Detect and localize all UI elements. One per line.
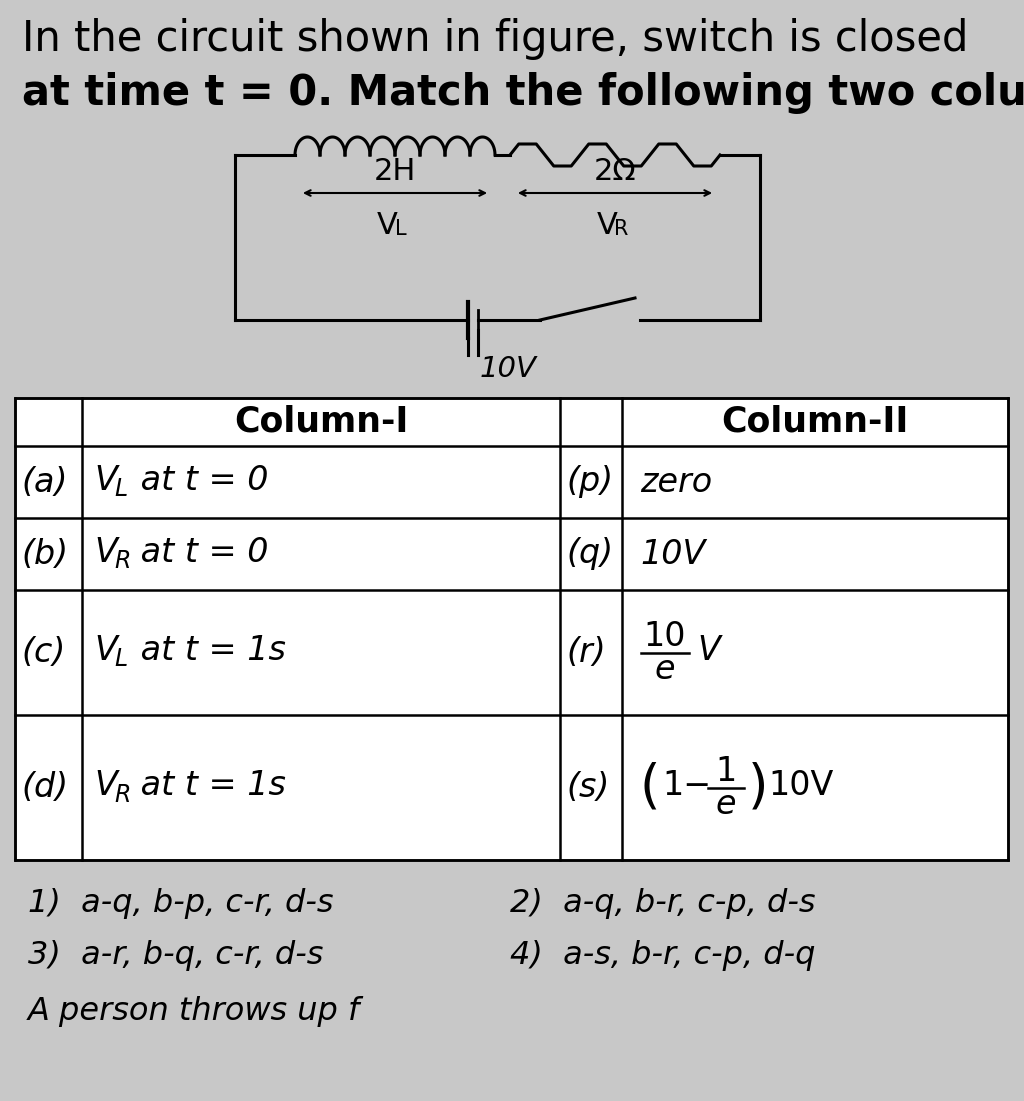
Text: (: ( (640, 762, 660, 814)
Text: V: V (94, 464, 117, 497)
Text: at t = 1s: at t = 1s (130, 768, 286, 802)
Text: (b): (b) (22, 537, 69, 570)
Text: In the circuit shown in figure, switch is closed: In the circuit shown in figure, switch i… (22, 18, 969, 59)
Text: L: L (395, 219, 407, 239)
Text: (r): (r) (566, 636, 606, 669)
Text: V: V (597, 211, 617, 240)
Text: 2H: 2H (374, 156, 416, 185)
Text: A person throws up f: A person throws up f (28, 996, 360, 1027)
Text: Column-II: Column-II (721, 405, 908, 439)
Text: V: V (94, 634, 117, 667)
Text: R: R (114, 783, 130, 807)
Text: Column-I: Column-I (233, 405, 409, 439)
Text: at t = 0: at t = 0 (130, 464, 268, 497)
Text: 2Ω: 2Ω (594, 156, 636, 185)
Text: 10: 10 (644, 620, 686, 653)
Text: zero: zero (640, 466, 712, 499)
Text: at t = 1s: at t = 1s (130, 634, 286, 667)
Text: L: L (114, 477, 127, 501)
Text: 10V: 10V (768, 768, 834, 802)
Text: R: R (114, 549, 130, 573)
Text: 4)  a-s, b-r, c-p, d-q: 4) a-s, b-r, c-p, d-q (510, 940, 815, 971)
Text: 10V: 10V (640, 537, 706, 570)
Text: (c): (c) (22, 636, 66, 669)
Text: 1)  a-q, b-p, c-r, d-s: 1) a-q, b-p, c-r, d-s (28, 889, 334, 919)
Text: V: V (697, 634, 720, 667)
Text: (q): (q) (566, 537, 613, 570)
Text: V: V (94, 535, 117, 568)
Text: V: V (377, 211, 397, 240)
Bar (15, 397, 1008, 860)
Text: ): ) (748, 762, 768, 814)
Text: 3)  a-r, b-q, c-r, d-s: 3) a-r, b-q, c-r, d-s (28, 940, 324, 971)
Text: 2)  a-q, b-r, c-p, d-s: 2) a-q, b-r, c-p, d-s (510, 889, 815, 919)
Text: 1: 1 (716, 755, 736, 788)
Text: at t = 0: at t = 0 (130, 535, 268, 568)
Text: (d): (d) (22, 771, 69, 804)
Text: R: R (613, 219, 628, 239)
Text: (s): (s) (566, 771, 609, 804)
Text: (p): (p) (566, 466, 613, 499)
Text: L: L (114, 647, 127, 672)
Text: 10V: 10V (480, 355, 537, 383)
Text: at time t = 0. Match the following two columns.: at time t = 0. Match the following two c… (22, 72, 1024, 115)
Text: (a): (a) (22, 466, 68, 499)
Text: 1−: 1− (662, 768, 712, 802)
Text: e: e (716, 788, 736, 821)
Text: V: V (94, 768, 117, 802)
Text: e: e (654, 653, 675, 686)
